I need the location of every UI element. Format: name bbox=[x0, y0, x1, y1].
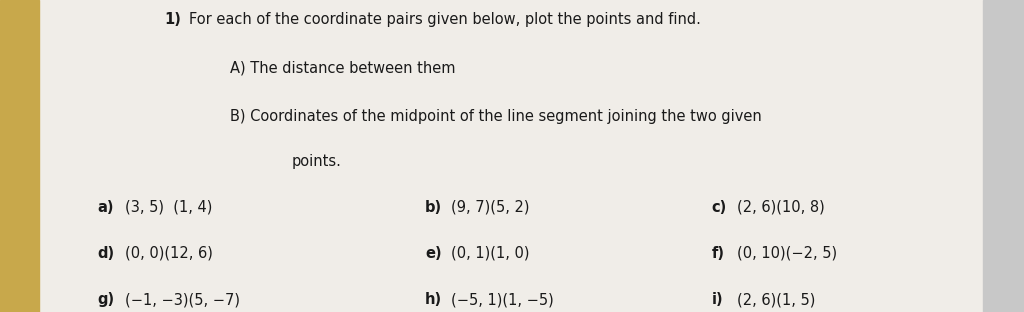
Text: g): g) bbox=[97, 292, 115, 307]
Text: (0, 10)(−2, 5): (0, 10)(−2, 5) bbox=[737, 246, 838, 261]
Text: (0, 0)(12, 6): (0, 0)(12, 6) bbox=[125, 246, 213, 261]
Text: (3, 5)  (1, 4): (3, 5) (1, 4) bbox=[125, 200, 212, 215]
Text: For each of the coordinate pairs given below, plot the points and find.: For each of the coordinate pairs given b… bbox=[189, 12, 701, 27]
Text: h): h) bbox=[425, 292, 442, 307]
Text: (−1, −3)(5, −7): (−1, −3)(5, −7) bbox=[125, 292, 240, 307]
Text: (0, 1)(1, 0): (0, 1)(1, 0) bbox=[451, 246, 529, 261]
Text: f): f) bbox=[712, 246, 725, 261]
Text: (9, 7)(5, 2): (9, 7)(5, 2) bbox=[451, 200, 529, 215]
Text: points.: points. bbox=[292, 154, 342, 169]
Text: b): b) bbox=[425, 200, 442, 215]
Text: e): e) bbox=[425, 246, 441, 261]
Text: 1): 1) bbox=[164, 12, 180, 27]
Text: i): i) bbox=[712, 292, 723, 307]
Text: c): c) bbox=[712, 200, 727, 215]
Text: A) The distance between them: A) The distance between them bbox=[230, 61, 456, 76]
Bar bbox=[983, 0, 1024, 312]
Text: (2, 6)(1, 5): (2, 6)(1, 5) bbox=[737, 292, 816, 307]
Text: a): a) bbox=[97, 200, 114, 215]
Text: (2, 6)(10, 8): (2, 6)(10, 8) bbox=[737, 200, 825, 215]
Text: (−5, 1)(1, −5): (−5, 1)(1, −5) bbox=[451, 292, 553, 307]
Text: d): d) bbox=[97, 246, 115, 261]
Text: B) Coordinates of the midpoint of the line segment joining the two given: B) Coordinates of the midpoint of the li… bbox=[230, 109, 762, 124]
Bar bbox=[0, 0, 39, 312]
